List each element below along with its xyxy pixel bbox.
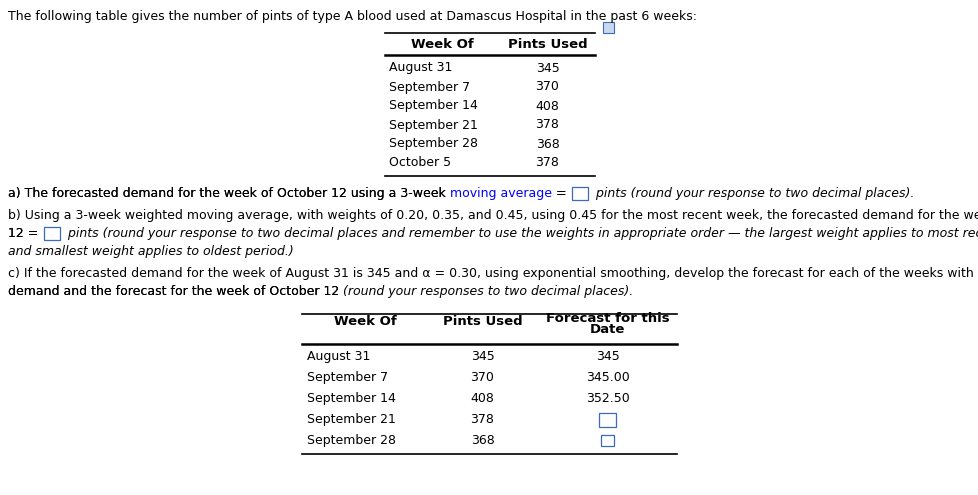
Text: 378: 378 [535,156,558,169]
Text: moving average: moving average [449,187,552,200]
Text: August 31: August 31 [388,61,452,75]
Text: demand and the forecast for the week of October 12: demand and the forecast for the week of … [8,285,343,298]
Text: (round your responses to two decimal places).: (round your responses to two decimal pla… [343,285,633,298]
Text: August 31: August 31 [307,350,371,363]
Text: 368: 368 [470,434,494,447]
Text: September 28: September 28 [307,434,396,447]
Text: demand and the forecast for the week of October 12: demand and the forecast for the week of … [8,285,343,298]
Text: a) The forecasted demand for the week of October 12 using a 3-week: a) The forecasted demand for the week of… [8,187,449,200]
Text: 12 =: 12 = [8,227,42,240]
Text: 370: 370 [470,371,494,384]
Text: The following table gives the number of pints of type A blood used at Damascus H: The following table gives the number of … [8,10,696,23]
Text: and smallest weight applies to oldest period.): and smallest weight applies to oldest pe… [8,245,293,258]
Bar [602,22,613,33]
Text: 370: 370 [535,81,558,94]
Text: 408: 408 [535,99,558,112]
Bar [44,227,61,240]
Bar [600,435,613,446]
Text: September 21: September 21 [307,413,396,426]
Text: September 28: September 28 [388,138,477,150]
Text: c) If the forecasted demand for the week of August 31 is 345 and α = 0.30, using: c) If the forecasted demand for the week… [8,267,978,280]
Text: =: = [552,187,570,200]
Text: September 7: September 7 [307,371,388,384]
Text: 345.00: 345.00 [585,371,629,384]
Text: 378: 378 [470,413,494,426]
Text: September 21: September 21 [388,118,477,132]
Text: 345: 345 [470,350,494,363]
Text: 345: 345 [535,61,558,75]
Text: 12 =: 12 = [8,227,42,240]
Bar [572,187,588,200]
Text: pints (round your response to two decimal places and remember to use the weights: pints (round your response to two decima… [65,227,978,240]
Text: 368: 368 [535,138,558,150]
Text: Pints Used: Pints Used [508,39,587,51]
Text: a) The forecasted demand for the week of October 12 using a 3-week: a) The forecasted demand for the week of… [8,187,449,200]
Text: pints (round your response to two decimal places).: pints (round your response to two decima… [592,187,913,200]
Text: 378: 378 [535,118,558,132]
Text: Forecast for this: Forecast for this [545,312,669,325]
Text: 345: 345 [595,350,619,363]
Text: 408: 408 [470,392,494,405]
Text: =: = [552,187,570,200]
Text: Pints Used: Pints Used [442,315,522,328]
Text: September 14: September 14 [388,99,477,112]
Bar [599,412,615,427]
Text: Date: Date [589,323,625,336]
Text: Week Of: Week Of [333,315,396,328]
Text: October 5: October 5 [388,156,451,169]
Text: September 7: September 7 [388,81,469,94]
Text: 352.50: 352.50 [585,392,629,405]
Text: September 14: September 14 [307,392,396,405]
Text: b) Using a 3-week weighted moving average, with weights of 0.20, 0.35, and 0.45,: b) Using a 3-week weighted moving averag… [8,209,978,222]
Text: Week Of: Week Of [411,39,473,51]
